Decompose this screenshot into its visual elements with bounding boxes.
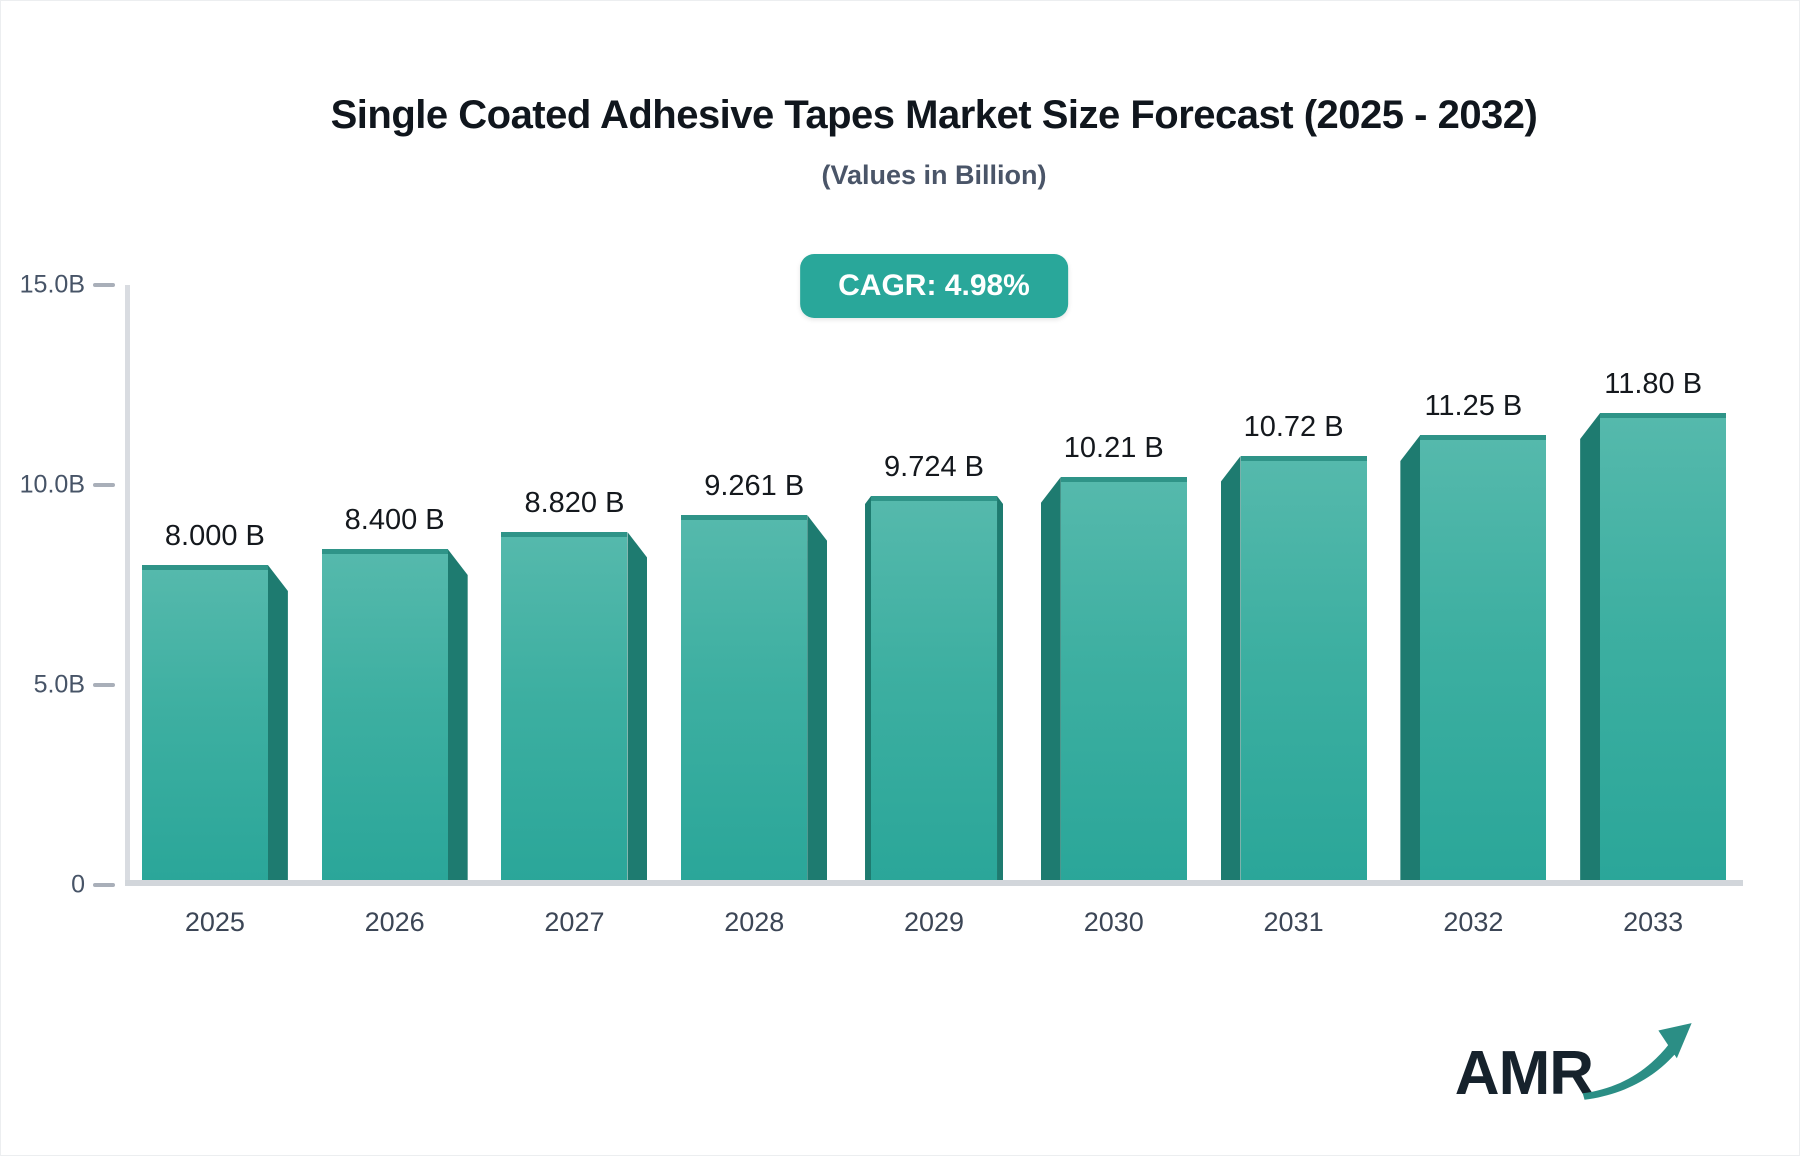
y-tick-dash [93,883,115,887]
bar-slot: 8.400 B 2026 [305,285,485,937]
y-tick-dash [93,283,115,287]
bar-group-2031: 10.72 B [1220,411,1367,885]
chart-subtitle: (Values in Billion) [821,160,1047,190]
bar-slot: 10.21 B 2030 [1024,285,1204,937]
bar-value-label: 9.261 B [704,470,805,502]
bar-group-2025: 8.000 B [141,520,288,885]
chart-title: Single Coated Adhesive Tapes Market Size… [330,93,1538,137]
x-tick-label: 2033 [1623,907,1684,937]
bar-slot: 11.80 B 2033 [1563,285,1743,937]
bar-side-face [865,496,872,885]
bar-face [681,515,808,885]
bar-face [1240,456,1367,885]
bar-side-face [447,549,468,885]
x-tick-label: 2030 [1083,907,1144,937]
y-tick-dash [93,683,115,687]
bar-slot: 8.000 B 2025 [125,285,305,937]
bar-value-label: 10.72 B [1243,411,1344,443]
bar-group-2028: 9.261 B [681,470,828,885]
bar-slot: 9.724 B 2029 [844,285,1024,937]
bar-face [1600,413,1727,885]
bar-side-face [1580,413,1601,885]
bar-slot: 9.261 B 2028 [664,285,844,937]
y-tick-dash [93,483,115,487]
bar-value-label: 10.21 B [1063,432,1164,464]
amr-logo: AMR [1455,1019,1699,1105]
bar-side-face [1400,435,1421,885]
amr-logo-text: AMR [1454,1039,1594,1108]
bar-face [501,532,628,885]
bar-value-label: 11.80 B [1604,368,1703,400]
bar-face [1420,435,1547,885]
bar-group-2032: 11.25 B [1400,390,1547,885]
y-tick-label: 0 [71,870,85,899]
x-tick-label: 2031 [1263,907,1324,937]
bar-slot: 10.72 B 2031 [1204,285,1384,937]
y-axis-line [125,285,130,886]
bar-group-2033: 11.80 B [1580,368,1727,885]
bar-group-2030: 10.21 B [1040,432,1187,885]
bar-group-2027: 8.820 B [501,487,648,885]
bar-side-face [997,496,1004,885]
bar-value-label: 11.25 B [1424,390,1523,422]
bar-face [1060,477,1187,885]
bar-face [141,565,268,885]
x-tick-label: 2029 [903,907,965,937]
bar-slot: 11.25 B 2032 [1383,285,1563,937]
bar-side-face [1040,477,1061,885]
y-tick-label: 15.0B [19,270,85,299]
bar-value-label: 8.400 B [344,504,445,536]
x-tick-label: 2025 [184,907,245,937]
y-tick-label: 5.0B [33,670,85,699]
x-axis-baseline [125,880,1743,886]
bar-side-face [267,565,288,885]
bar-face [321,549,448,885]
y-tick-label: 10.0B [19,470,85,499]
bar-value-label: 9.724 B [884,451,985,483]
bar-side-face [807,515,828,885]
bar-value-label: 8.820 B [524,487,625,519]
bar-slot: 8.820 B 2027 [485,285,665,937]
bar-value-label: 8.000 B [164,520,265,552]
x-tick-label: 2026 [364,907,425,937]
x-tick-label: 2028 [724,907,785,937]
plot-area: 8.000 B 2025 8.400 B 2026 8.820 B 2027 9.261 B… [125,285,1743,937]
bar-side-face [1220,456,1241,885]
bar-group-2029: 9.724 B [865,451,1004,885]
growth-arrow-icon [1582,1023,1692,1100]
x-tick-label: 2032 [1443,907,1504,937]
bar-side-face [627,532,648,885]
chart-header: Single Coated Adhesive Tapes Market Size… [125,1,1743,318]
bar-face [871,496,998,885]
cagr-badge: CAGR: 4.98% [800,254,1068,318]
bar-group-2026: 8.400 B [321,504,468,885]
x-tick-label: 2027 [544,907,605,937]
